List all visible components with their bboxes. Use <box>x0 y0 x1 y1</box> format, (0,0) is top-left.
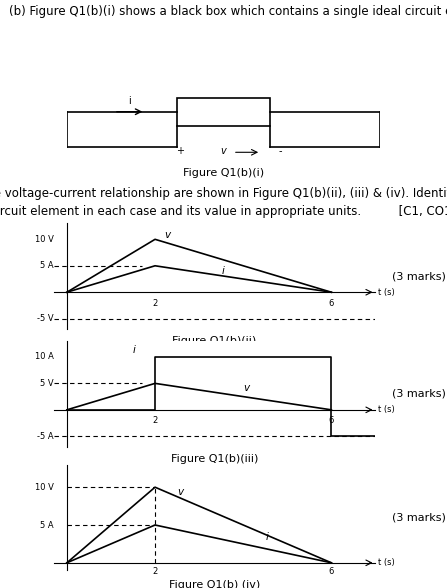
Text: (b) Figure Q1(b)(i) shows a black box which contains a single ideal circuit elem: (b) Figure Q1(b)(i) shows a black box wh… <box>9 5 447 18</box>
Text: 10 A: 10 A <box>35 352 54 362</box>
Text: -: - <box>278 146 282 156</box>
Text: 2: 2 <box>152 299 158 308</box>
Text: 10 V: 10 V <box>35 483 54 492</box>
Text: 6: 6 <box>329 299 334 308</box>
Text: +: + <box>176 146 184 156</box>
Text: v: v <box>221 146 226 156</box>
Text: (3 marks): (3 marks) <box>392 271 446 282</box>
Text: 5 A: 5 A <box>40 520 54 530</box>
Text: (3 marks): (3 marks) <box>392 389 446 399</box>
Text: Three voltage-current relationship are shown in Figure Q1(b)(ii), (iii) & (iv). : Three voltage-current relationship are s… <box>0 187 447 200</box>
Text: 2: 2 <box>152 567 158 576</box>
Text: -5 A: -5 A <box>37 432 54 441</box>
Text: i: i <box>221 266 224 276</box>
Text: -5 V: -5 V <box>37 314 54 323</box>
Text: t (s): t (s) <box>378 405 394 415</box>
Text: 5 A: 5 A <box>40 261 54 270</box>
Text: 2: 2 <box>152 416 158 425</box>
Text: circuit element in each case and its value in appropriate units.          [C1, C: circuit element in each case and its val… <box>0 205 447 218</box>
FancyBboxPatch shape <box>177 98 270 126</box>
Text: i: i <box>133 345 136 355</box>
Text: (3 marks): (3 marks) <box>392 512 446 523</box>
Text: v: v <box>164 230 170 240</box>
Text: i: i <box>128 96 131 106</box>
Text: t (s): t (s) <box>378 288 394 297</box>
Text: 6: 6 <box>329 567 334 576</box>
Title: Figure Q1(b)(iii): Figure Q1(b)(iii) <box>171 454 258 464</box>
Text: 10 V: 10 V <box>35 235 54 244</box>
Text: i: i <box>265 532 268 542</box>
Text: v: v <box>177 487 183 497</box>
Text: 6: 6 <box>329 416 334 425</box>
Text: 5 V: 5 V <box>40 379 54 388</box>
Title: Figure Q1(b) (iv): Figure Q1(b) (iv) <box>169 580 260 588</box>
Title: Figure Q1(b)(ii): Figure Q1(b)(ii) <box>173 336 257 346</box>
Text: v: v <box>243 383 249 393</box>
Text: t (s): t (s) <box>378 558 394 567</box>
Text: Figure Q1(b)(i): Figure Q1(b)(i) <box>183 168 264 179</box>
